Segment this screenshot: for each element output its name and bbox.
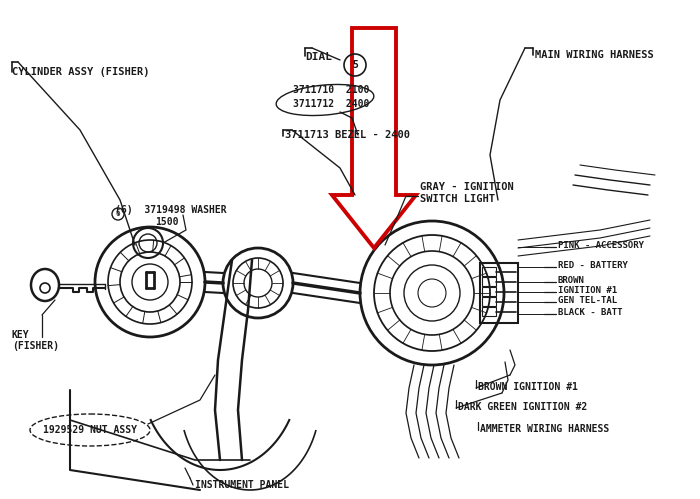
Bar (482, 307, 496, 316)
Text: BROWN: BROWN (558, 276, 585, 285)
Text: AMMETER WIRING HARNESS: AMMETER WIRING HARNESS (480, 424, 609, 434)
Text: (FISHER): (FISHER) (12, 341, 59, 351)
Text: GEN TEL-TAL: GEN TEL-TAL (558, 296, 617, 305)
Text: INSTRUMENT PANEL: INSTRUMENT PANEL (195, 480, 289, 490)
Text: 6: 6 (116, 210, 120, 219)
Text: IGNITION #1: IGNITION #1 (558, 286, 617, 295)
Text: RED - BATTERY: RED - BATTERY (558, 261, 628, 270)
Bar (482, 287, 496, 296)
Text: (6)  3719498 WASHER: (6) 3719498 WASHER (115, 205, 227, 215)
Text: 3711712  2400: 3711712 2400 (293, 99, 370, 109)
Text: DARK GREEN IGNITION #2: DARK GREEN IGNITION #2 (458, 402, 587, 412)
Text: DIAL: DIAL (305, 52, 332, 62)
Text: 3711713 BEZEL - 2400: 3711713 BEZEL - 2400 (285, 130, 410, 140)
Text: BROWN IGNITION #1: BROWN IGNITION #1 (478, 382, 578, 392)
Text: PINK - ACCESSORY: PINK - ACCESSORY (558, 241, 644, 250)
Bar (482, 267, 496, 276)
Text: CYLINDER ASSY (FISHER): CYLINDER ASSY (FISHER) (12, 67, 150, 77)
Text: BLACK - BATT: BLACK - BATT (558, 308, 622, 317)
Text: 5: 5 (352, 60, 358, 70)
Text: 1500: 1500 (155, 217, 178, 227)
Text: 3711710  2100: 3711710 2100 (293, 85, 370, 95)
Bar (482, 297, 496, 306)
Bar (480, 263, 518, 323)
Text: KEY: KEY (12, 330, 29, 340)
Text: GRAY - IGNITION: GRAY - IGNITION (420, 182, 514, 192)
Bar (482, 277, 496, 286)
Text: MAIN WIRING HARNESS: MAIN WIRING HARNESS (535, 50, 654, 60)
Text: 1929529 NUT ASSY: 1929529 NUT ASSY (43, 425, 137, 435)
Text: SWITCH LIGHT: SWITCH LIGHT (420, 194, 495, 204)
